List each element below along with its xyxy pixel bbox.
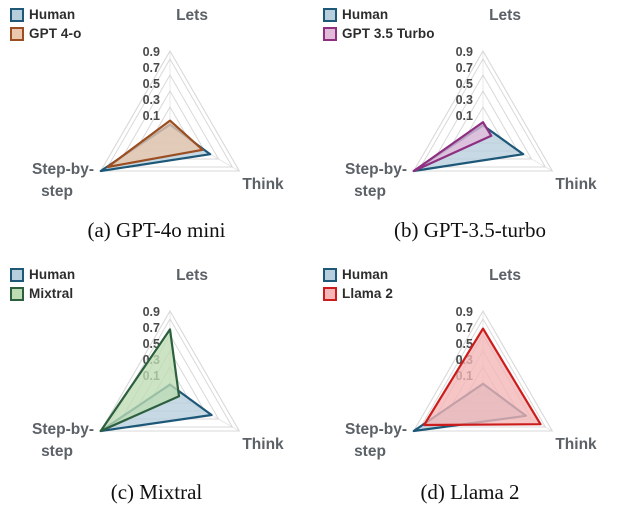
legend-label: GPT 4-o bbox=[29, 26, 82, 42]
legend-item: GPT 3.5 Turbo bbox=[323, 27, 435, 41]
legend-item: Mixtral bbox=[10, 287, 75, 301]
axis-label-lets: Lets bbox=[176, 7, 208, 24]
tick-label: 0.7 bbox=[143, 61, 160, 75]
tick-label: 0.7 bbox=[456, 61, 473, 75]
legend-swatch-icon bbox=[10, 268, 24, 282]
tick-label: 0.5 bbox=[143, 77, 160, 91]
radial-tick-labels: 0.9 0.7 0.5 0.3 0.1 bbox=[456, 45, 473, 123]
tick-label: 0.1 bbox=[143, 109, 160, 123]
series-gpt-3-5-turbo bbox=[412, 121, 493, 173]
axis-label-step-by-step-2: step bbox=[354, 183, 386, 200]
legend-item: Human bbox=[10, 268, 75, 282]
legend-item: Human bbox=[323, 8, 435, 22]
series-mixtral bbox=[99, 328, 181, 433]
axis-label-lets: Lets bbox=[489, 267, 521, 284]
chart-caption: (d) Llama 2 bbox=[420, 480, 520, 504]
legend-swatch-icon bbox=[323, 268, 337, 282]
legend-label: Human bbox=[29, 267, 76, 283]
axis-label-step-by-step-2: step bbox=[354, 443, 386, 460]
legend-swatch-icon bbox=[323, 287, 337, 301]
tick-label: 0.9 bbox=[456, 305, 473, 319]
tick-label: 0.1 bbox=[456, 109, 473, 123]
axis-labels: Lets Think Step-by-step bbox=[32, 7, 284, 200]
axis-label-think: Think bbox=[242, 176, 284, 193]
legend-swatch-icon bbox=[323, 27, 337, 41]
axis-labels: Lets Think Step-by-step bbox=[345, 267, 597, 460]
axis-labels: Lets Think Step-by-step bbox=[345, 7, 597, 200]
legend-label: Llama 2 bbox=[342, 286, 393, 302]
tick-label: 0.9 bbox=[143, 305, 160, 319]
legend-swatch-icon bbox=[10, 8, 24, 22]
tick-label: 0.7 bbox=[143, 321, 160, 335]
chart-caption: (b) GPT-3.5-turbo bbox=[393, 218, 547, 242]
series-llama-2 bbox=[423, 327, 542, 427]
legend-label: Human bbox=[342, 7, 389, 23]
radial-tick-labels: 0.9 0.7 0.5 0.3 0.1 bbox=[143, 45, 160, 123]
tick-label: 0.3 bbox=[143, 93, 160, 107]
legend-swatch-icon bbox=[323, 8, 337, 22]
tick-label: 0.9 bbox=[456, 45, 473, 59]
chart-caption: (c) Mixtral bbox=[110, 480, 203, 504]
axis-label-think: Think bbox=[555, 176, 597, 193]
chart-caption: (a) GPT-4o mini bbox=[87, 218, 226, 242]
legend-item: GPT 4-o bbox=[10, 27, 81, 41]
legend: Human Llama 2 bbox=[323, 268, 393, 301]
axis-label-step-by-step: Step-by- bbox=[345, 421, 407, 438]
series-gpt-4-o bbox=[106, 119, 204, 169]
axis-label-step-by-step-2: step bbox=[41, 443, 73, 460]
legend-label: Human bbox=[342, 267, 389, 283]
legend-item: Human bbox=[323, 268, 393, 282]
axis-label-lets: Lets bbox=[176, 267, 208, 284]
axis-label-step-by-step: Step-by- bbox=[345, 161, 407, 178]
legend-swatch-icon bbox=[10, 287, 24, 301]
tick-label: 0.3 bbox=[456, 93, 473, 107]
axis-labels: Lets Think Step-by-step bbox=[32, 267, 284, 460]
radar-plot: 0.9 0.7 0.5 0.3 0.1 Lets Think Step-by-step bbox=[345, 7, 597, 200]
legend: Human GPT 3.5 Turbo bbox=[323, 8, 435, 41]
radar-chart-gpt4o-mini: Human GPT 4-o 0.9 0.7 0.5 0.3 0.1 Lets Think Ste… bbox=[0, 0, 313, 260]
legend-swatch-icon bbox=[10, 27, 24, 41]
tick-label: 0.5 bbox=[456, 77, 473, 91]
legend: Human Mixtral bbox=[10, 268, 75, 301]
legend-item: Human bbox=[10, 8, 81, 22]
axis-label-lets: Lets bbox=[489, 7, 521, 24]
axis-label-step-by-step: Step-by- bbox=[32, 421, 94, 438]
legend-label: GPT 3.5 Turbo bbox=[342, 26, 435, 42]
legend-label: Mixtral bbox=[29, 286, 74, 302]
axis-label-step-by-step-2: step bbox=[41, 183, 73, 200]
radar-chart-gpt35-turbo: Human GPT 3.5 Turbo 0.9 0.7 0.5 0.3 0.1 Lets Th… bbox=[313, 0, 627, 260]
tick-label: 0.9 bbox=[143, 45, 160, 59]
legend-label: Human bbox=[29, 7, 76, 23]
legend: Human GPT 4-o bbox=[10, 8, 81, 41]
tick-label: 0.5 bbox=[143, 337, 160, 351]
axis-label-think: Think bbox=[242, 436, 284, 453]
legend-item: Llama 2 bbox=[323, 287, 393, 301]
radar-plot: 0.9 0.7 0.5 0.3 0.1 Lets Think Step-by-step bbox=[32, 7, 284, 200]
tick-label: 0.7 bbox=[456, 321, 473, 335]
tick-label: 0.5 bbox=[456, 337, 473, 351]
axis-label-think: Think bbox=[555, 436, 597, 453]
axis-label-step-by-step: Step-by- bbox=[32, 161, 94, 178]
